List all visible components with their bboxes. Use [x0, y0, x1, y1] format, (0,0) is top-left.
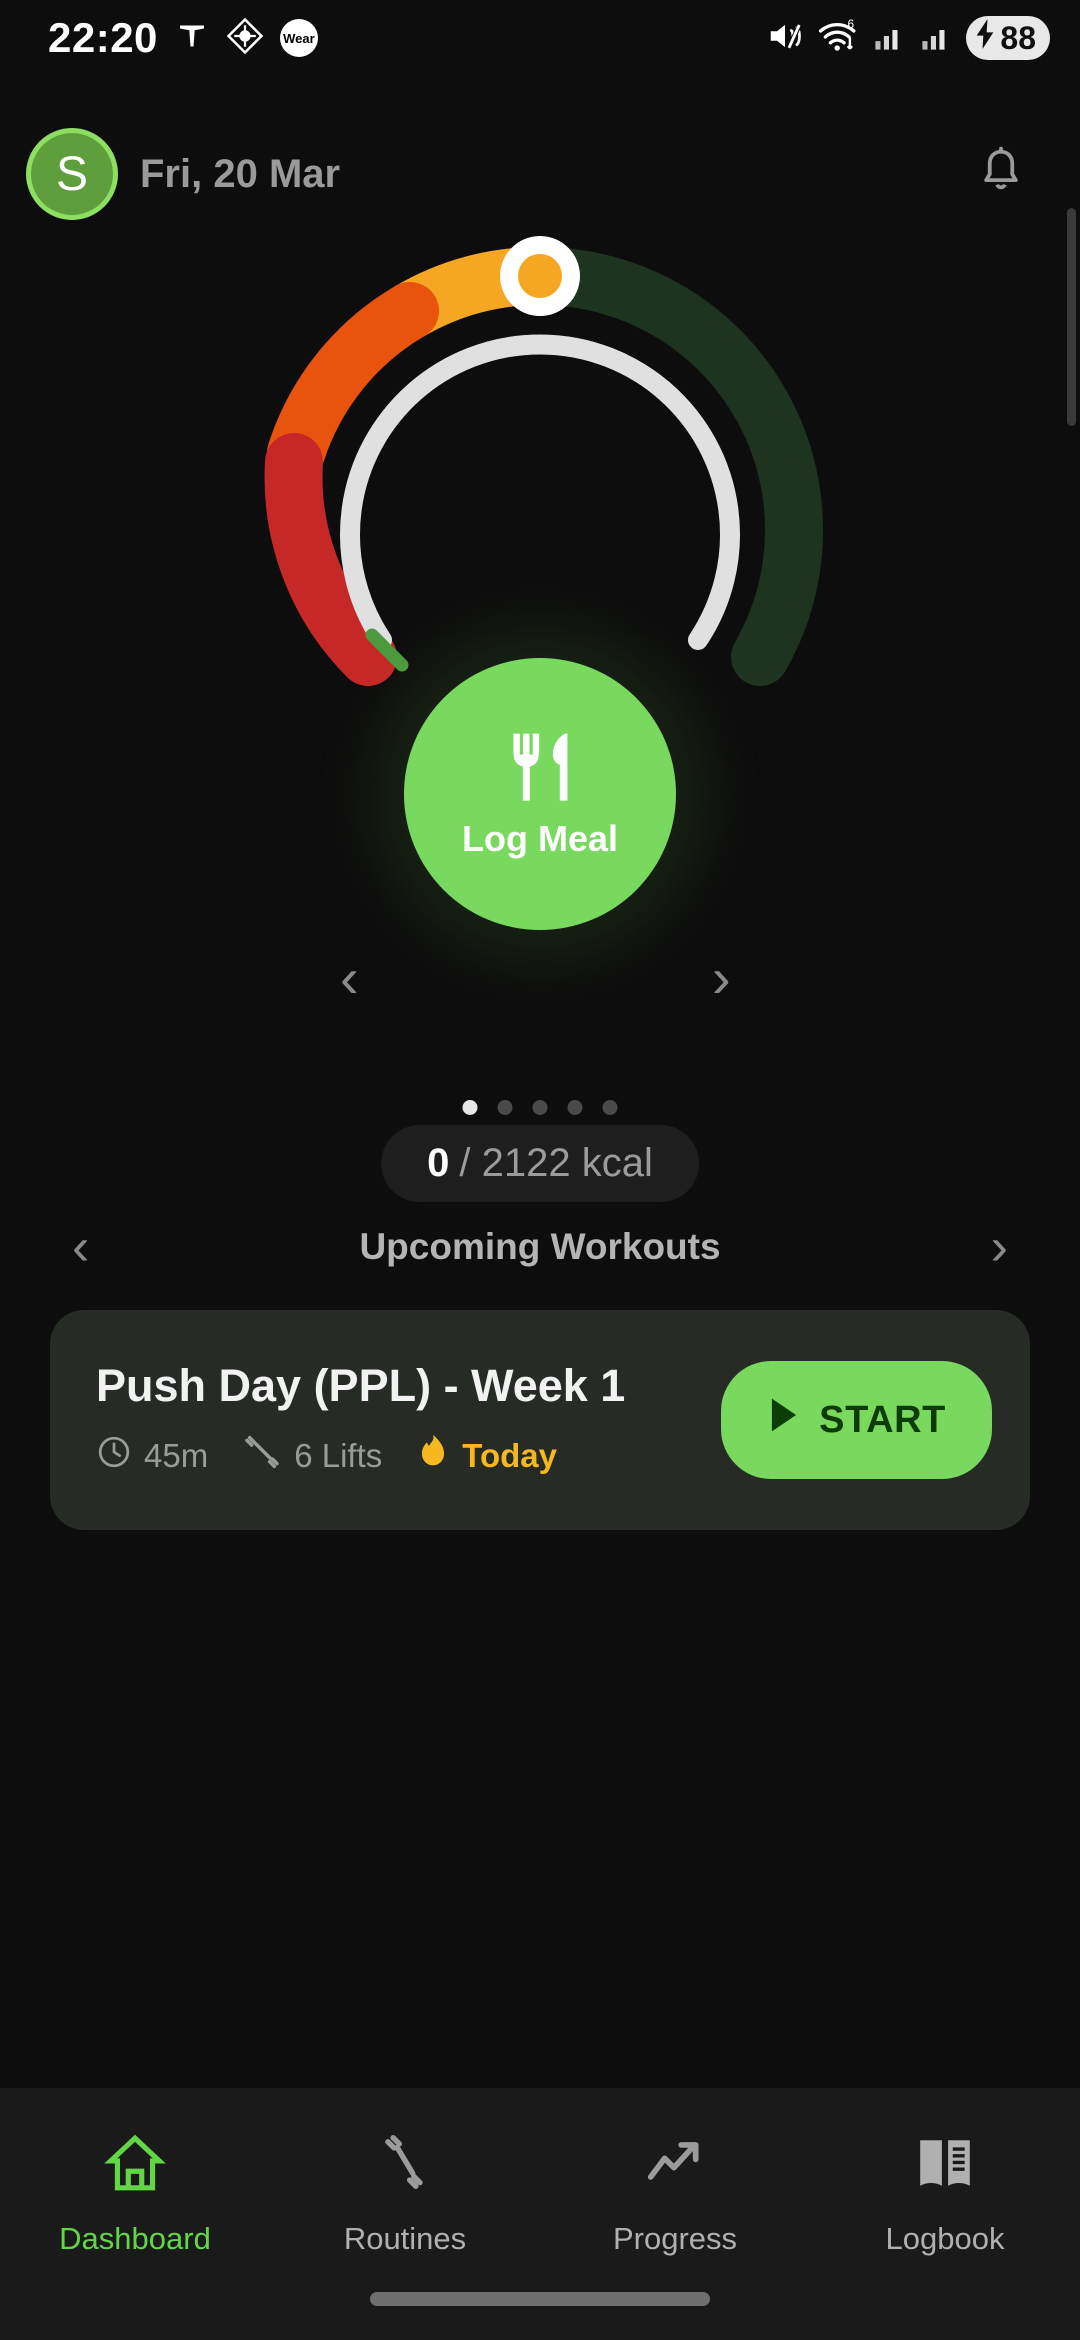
diamond-icon [226, 17, 264, 60]
mute-icon [766, 17, 804, 60]
page-dot[interactable] [532, 1100, 548, 1115]
svg-text:6: 6 [848, 17, 855, 31]
calories-current: 0 [427, 1141, 450, 1185]
workout-meta: 45m 6 Lifts [96, 1432, 625, 1480]
calorie-summary[interactable]: 0 / 2122 kcal [381, 1125, 699, 1202]
status-clock: 22:20 [48, 14, 158, 61]
tesla-icon [174, 18, 210, 59]
workout-card[interactable]: Push Day (PPL) - Week 1 45m [50, 1310, 1030, 1530]
gauge-next-button[interactable]: › [712, 946, 731, 1009]
nav-item-routines[interactable]: Routines [270, 2132, 540, 2257]
gauge-knob-inner [518, 254, 562, 298]
trending-up-icon [644, 2132, 706, 2199]
gauge-prev-button[interactable]: ‹ [340, 946, 359, 1009]
dumbbell-icon [242, 1432, 282, 1480]
wifi6-icon: 6 [817, 17, 859, 60]
gauge-page-dots [462, 1100, 618, 1115]
nav-label-routines: Routines [343, 2221, 467, 2256]
nav-item-progress[interactable]: Progress [540, 2132, 810, 2257]
workout-duration: 45m [96, 1434, 208, 1478]
workout-title: Push Day (PPL) - Week 1 [96, 1360, 626, 1411]
calories-goal: / 2122 kcal [459, 1141, 653, 1185]
nav-item-dashboard[interactable]: Dashboard [0, 2132, 270, 2257]
bell-icon [974, 145, 1028, 204]
header-date: Fri, 20 Mar [140, 151, 341, 196]
page-dot[interactable] [567, 1100, 583, 1115]
home-icon [104, 2132, 166, 2199]
gauge-arc-orange-deep [267, 282, 439, 482]
app-header: S Fri, 20 Mar [0, 122, 1080, 226]
flame-icon [416, 1433, 450, 1479]
nav-label-dashboard: Dashboard [59, 2221, 211, 2256]
workout-card-info: Push Day (PPL) - Week 1 45m [96, 1360, 625, 1480]
workouts-prev-button[interactable]: ‹ [72, 1218, 90, 1276]
battery-status: 88 [966, 16, 1050, 60]
avatar[interactable]: S [26, 128, 118, 220]
page-dot[interactable] [462, 1100, 478, 1115]
nav-label-progress: Progress [612, 2221, 738, 2256]
upcoming-workouts-header: ‹ Upcoming Workouts › [0, 1212, 1080, 1282]
gauge-rings [264, 236, 824, 686]
bottom-navigation: Dashboard Routines Progress [0, 2088, 1080, 2340]
workout-schedule-label: Today [462, 1437, 557, 1474]
dumbbell-icon [374, 2132, 436, 2199]
workouts-next-button[interactable]: › [990, 1218, 1008, 1276]
nav-label-logbook: Logbook [885, 2221, 1005, 2256]
workout-lifts: 6 Lifts [242, 1432, 382, 1480]
wear-badge: Wear [279, 19, 318, 57]
workout-schedule: Today [416, 1433, 557, 1479]
status-bar: 22:20 Wear [0, 0, 1080, 76]
battery-percent: 88 [1000, 19, 1036, 56]
log-meal-button[interactable]: Log Meal [404, 658, 676, 930]
play-icon [767, 1396, 801, 1444]
notifications-button[interactable] [966, 139, 1036, 209]
gauge-progress-tick [365, 628, 409, 672]
workout-duration-label: 45m [144, 1437, 209, 1474]
start-workout-button[interactable]: START [721, 1361, 992, 1479]
log-meal-label: Log Meal [461, 817, 618, 859]
gauge-arc-red [264, 433, 397, 686]
status-bar-right: 6 [766, 16, 1050, 60]
status-bar-left: 22:20 Wear [48, 14, 318, 62]
nav-item-logbook[interactable]: Logbook [810, 2132, 1080, 2257]
page-dot[interactable] [602, 1100, 618, 1115]
gauge-inner-track [340, 334, 740, 650]
fork-knife-icon [505, 729, 575, 812]
scrollbar[interactable] [1067, 208, 1076, 426]
signal-icon [919, 19, 953, 58]
section-title: Upcoming Workouts [359, 1226, 721, 1267]
start-button-label: START [819, 1398, 946, 1441]
calorie-gauge: Log Meal ‹ › [0, 210, 1080, 1115]
signal-icon [872, 19, 906, 58]
home-indicator[interactable] [370, 2292, 710, 2306]
book-icon [914, 2132, 976, 2199]
page-dot[interactable] [497, 1100, 513, 1115]
workout-lifts-label: 6 Lifts [294, 1437, 383, 1474]
clock-icon [96, 1434, 132, 1478]
gauge-arc-base [511, 247, 824, 686]
charging-bolt-icon [974, 19, 996, 57]
